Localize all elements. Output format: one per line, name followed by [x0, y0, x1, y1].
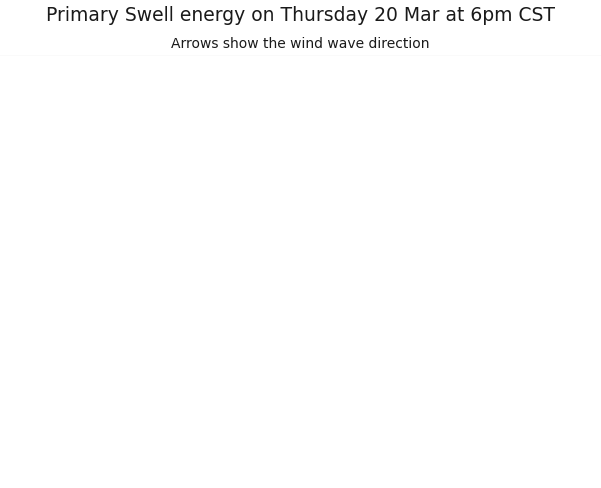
Text: cartopy required: cartopy required [243, 265, 358, 279]
Text: Arrows show the wind wave direction: Arrows show the wind wave direction [171, 37, 430, 51]
Text: Primary Swell energy on Thursday 20 Mar at 6pm CST: Primary Swell energy on Thursday 20 Mar … [46, 6, 555, 25]
